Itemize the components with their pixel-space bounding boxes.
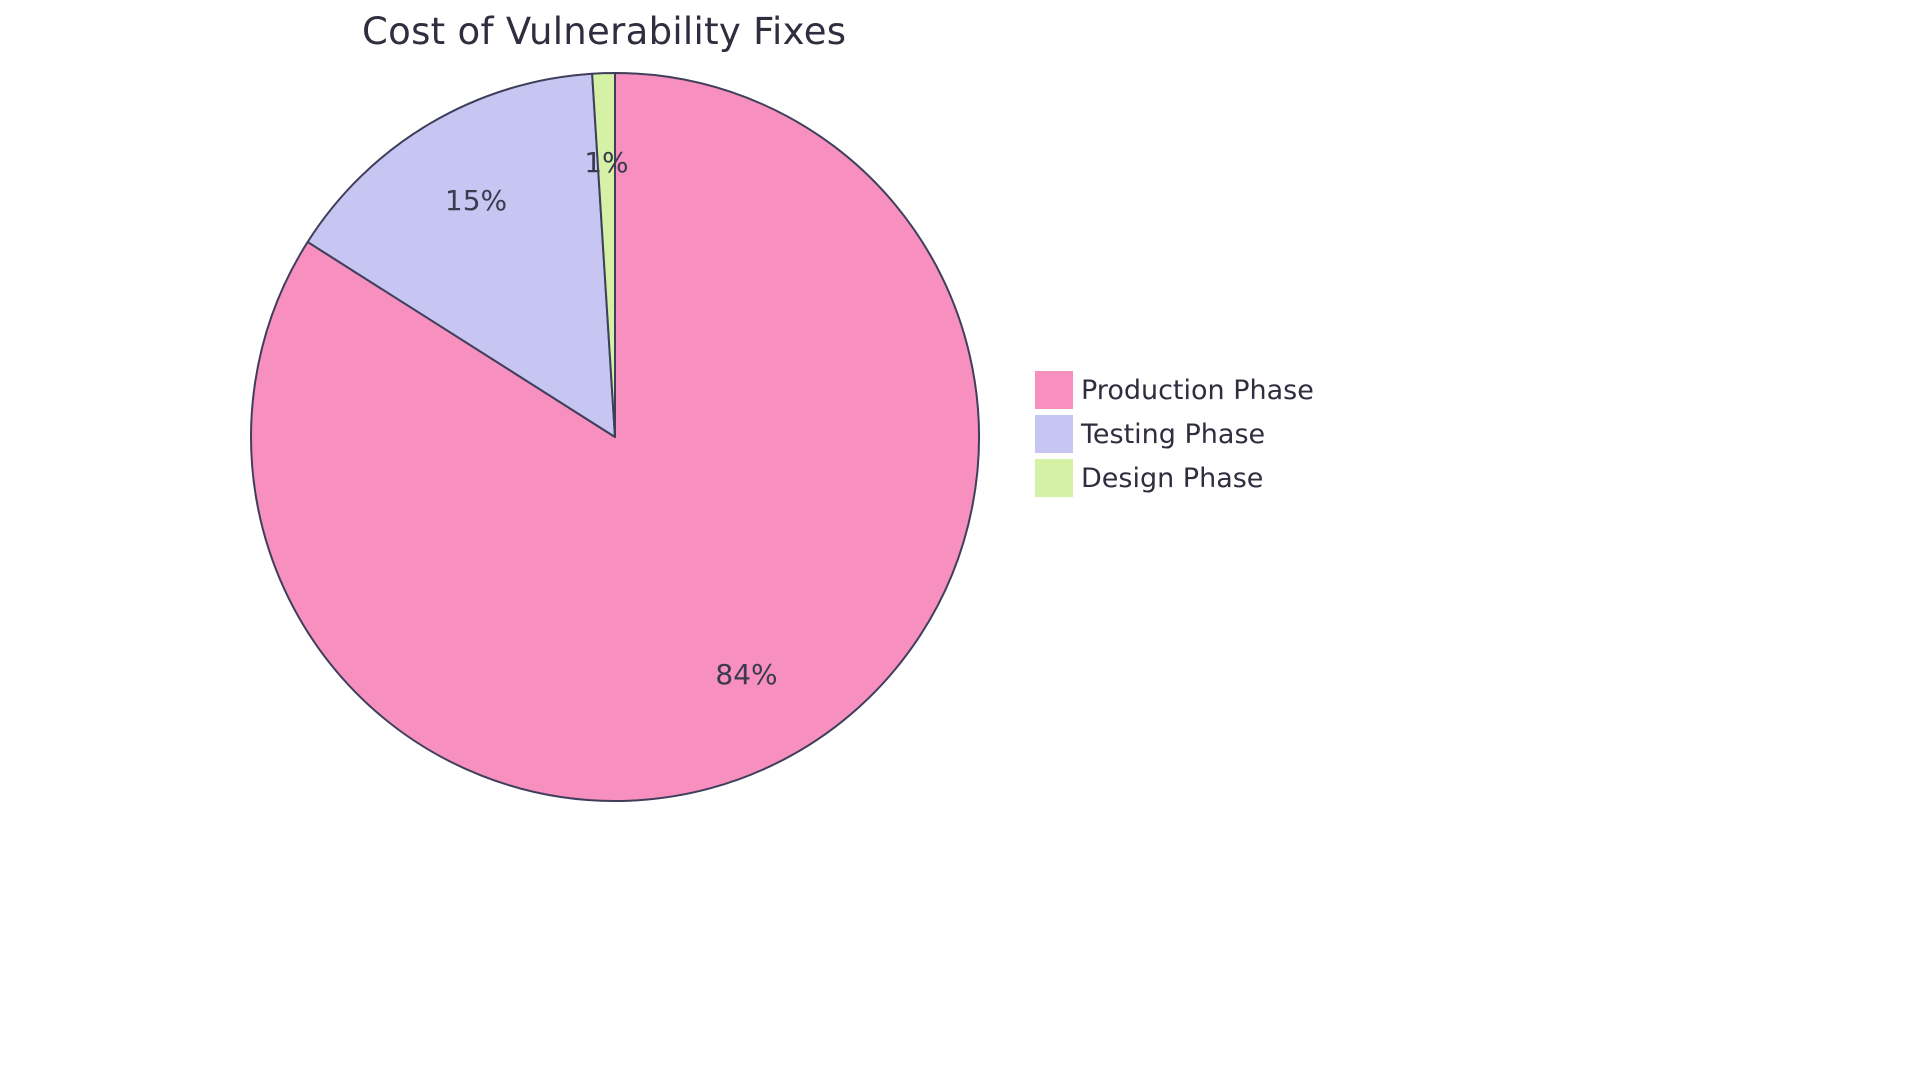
legend-item-production-phase: Production Phase <box>1035 371 1314 409</box>
pie-slice-testing-phase <box>306 72 616 438</box>
legend: Production Phase Testing Phase Design Phas… <box>1035 371 1314 497</box>
legend-label-production-phase: Production Phase <box>1081 374 1314 406</box>
legend-label-design-phase: Design Phase <box>1081 462 1264 494</box>
slice-pct-label-production-phase: 84% <box>715 658 777 691</box>
legend-swatch-production-phase <box>1035 371 1073 409</box>
legend-label-testing-phase: Testing Phase <box>1081 418 1266 450</box>
chart-title: Cost of Vulnerability Fixes <box>362 10 847 53</box>
legend-item-design-phase: Design Phase <box>1035 459 1314 497</box>
slice-pct-label-design-phase: 1% <box>584 146 628 179</box>
legend-item-testing-phase: Testing Phase <box>1035 415 1314 453</box>
pie-slice-design-phase <box>591 72 616 438</box>
slice-pct-label-testing-phase: 15% <box>445 184 507 217</box>
legend-swatch-testing-phase <box>1035 415 1073 453</box>
legend-swatch-design-phase <box>1035 459 1073 497</box>
